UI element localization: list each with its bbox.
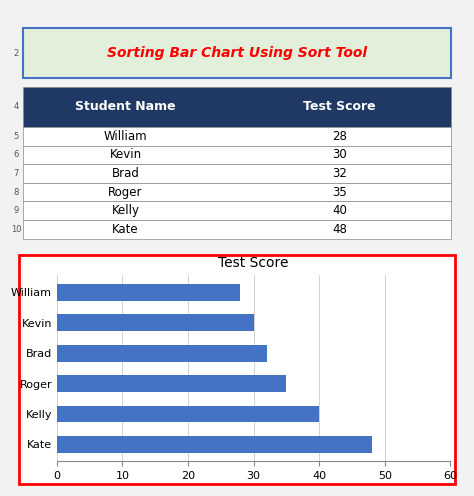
FancyBboxPatch shape xyxy=(23,146,451,164)
Text: 8: 8 xyxy=(14,187,19,196)
Text: 4: 4 xyxy=(14,102,19,111)
Text: Kelly: Kelly xyxy=(111,204,140,217)
Text: Kate: Kate xyxy=(112,223,139,236)
Text: 30: 30 xyxy=(332,148,347,161)
FancyBboxPatch shape xyxy=(23,201,451,220)
Bar xyxy=(57,314,254,331)
FancyBboxPatch shape xyxy=(23,28,451,78)
Text: Student Name: Student Name xyxy=(75,100,176,113)
FancyBboxPatch shape xyxy=(23,164,451,183)
Bar xyxy=(57,406,319,423)
Bar xyxy=(57,345,267,362)
Text: 6: 6 xyxy=(14,150,19,159)
Text: Test Score: Test Score xyxy=(303,100,376,113)
Bar xyxy=(57,375,286,392)
Text: 32: 32 xyxy=(332,167,347,180)
Text: Brad: Brad xyxy=(112,167,139,180)
FancyBboxPatch shape xyxy=(23,87,451,127)
FancyBboxPatch shape xyxy=(23,220,451,239)
FancyBboxPatch shape xyxy=(23,183,451,201)
Text: 35: 35 xyxy=(332,186,347,198)
Text: 10: 10 xyxy=(11,225,22,234)
Text: William: William xyxy=(104,130,147,143)
Text: 5: 5 xyxy=(14,132,19,141)
Text: 40: 40 xyxy=(332,204,347,217)
FancyBboxPatch shape xyxy=(18,255,456,484)
Text: Roger: Roger xyxy=(109,186,143,198)
Text: 28: 28 xyxy=(332,130,347,143)
Text: 2: 2 xyxy=(14,49,19,58)
Text: 9: 9 xyxy=(14,206,19,215)
Title: Test Score: Test Score xyxy=(219,256,289,270)
Bar xyxy=(57,284,240,301)
Bar xyxy=(57,436,372,453)
Text: 48: 48 xyxy=(332,223,347,236)
Text: Kevin: Kevin xyxy=(109,148,142,161)
Text: 7: 7 xyxy=(14,169,19,178)
Text: Sorting Bar Chart Using Sort Tool: Sorting Bar Chart Using Sort Tool xyxy=(107,46,367,60)
FancyBboxPatch shape xyxy=(23,127,451,146)
